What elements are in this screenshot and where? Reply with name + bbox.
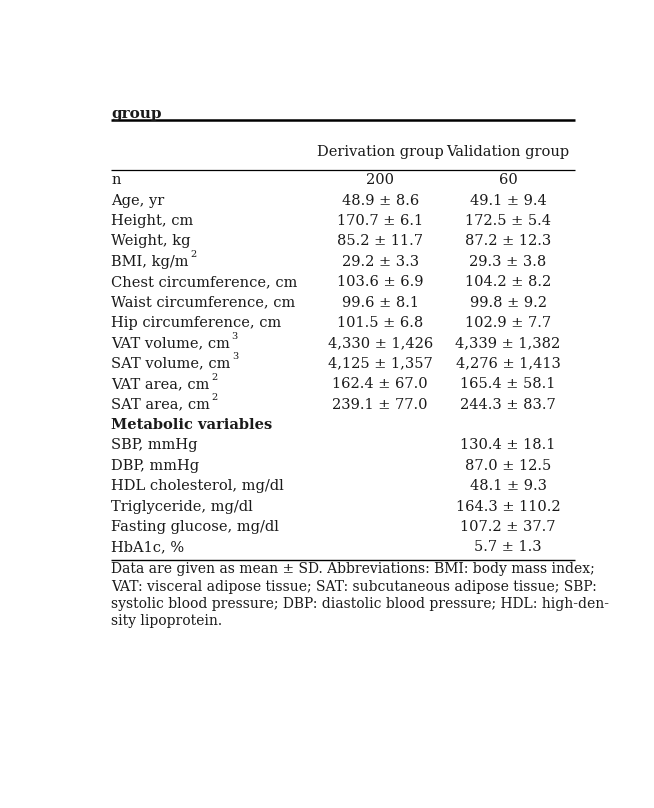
- Text: 29.2 ± 3.3: 29.2 ± 3.3: [341, 255, 419, 269]
- Text: 104.2 ± 8.2: 104.2 ± 8.2: [465, 276, 551, 289]
- Text: 102.9 ± 7.7: 102.9 ± 7.7: [465, 316, 551, 330]
- Text: Hip circumference, cm: Hip circumference, cm: [111, 316, 281, 330]
- Text: Triglyceride, mg/dl: Triglyceride, mg/dl: [111, 499, 253, 514]
- Text: 244.3 ± 83.7: 244.3 ± 83.7: [460, 398, 556, 411]
- Text: 99.6 ± 8.1: 99.6 ± 8.1: [341, 296, 419, 309]
- Text: Validation group: Validation group: [447, 145, 570, 159]
- Text: 130.4 ± 18.1: 130.4 ± 18.1: [460, 439, 556, 452]
- Text: 165.4 ± 58.1: 165.4 ± 58.1: [460, 377, 556, 391]
- Text: VAT volume, cm: VAT volume, cm: [111, 336, 230, 351]
- Text: 2: 2: [211, 372, 217, 381]
- Text: 85.2 ± 11.7: 85.2 ± 11.7: [337, 234, 423, 248]
- Text: 2: 2: [212, 393, 218, 402]
- Text: VAT: visceral adipose tissue; SAT: subcutaneous adipose tissue; SBP:: VAT: visceral adipose tissue; SAT: subcu…: [111, 579, 597, 594]
- Text: 48.1 ± 9.3: 48.1 ± 9.3: [470, 479, 547, 493]
- Text: 87.0 ± 12.5: 87.0 ± 12.5: [465, 459, 551, 473]
- Text: 172.5 ± 5.4: 172.5 ± 5.4: [465, 214, 551, 228]
- Text: 170.7 ± 6.1: 170.7 ± 6.1: [337, 214, 423, 228]
- Text: Age, yr: Age, yr: [111, 194, 164, 208]
- Text: Fasting glucose, mg/dl: Fasting glucose, mg/dl: [111, 520, 279, 534]
- Text: 4,330 ± 1,426: 4,330 ± 1,426: [328, 336, 433, 351]
- Text: Waist circumference, cm: Waist circumference, cm: [111, 296, 296, 309]
- Text: DBP, mmHg: DBP, mmHg: [111, 459, 199, 473]
- Text: 4,125 ± 1,357: 4,125 ± 1,357: [328, 357, 432, 371]
- Text: 107.2 ± 37.7: 107.2 ± 37.7: [460, 520, 556, 534]
- Text: Chest circumference, cm: Chest circumference, cm: [111, 276, 298, 289]
- Text: sity lipoprotein.: sity lipoprotein.: [111, 614, 222, 629]
- Text: 101.5 ± 6.8: 101.5 ± 6.8: [337, 316, 423, 330]
- Text: Height, cm: Height, cm: [111, 214, 194, 228]
- Text: Metabolic variables: Metabolic variables: [111, 418, 273, 432]
- Text: 3: 3: [232, 352, 238, 361]
- Text: 4,276 ± 1,413: 4,276 ± 1,413: [456, 357, 560, 371]
- Text: 29.3 ± 3.8: 29.3 ± 3.8: [470, 255, 547, 269]
- Text: 3: 3: [232, 332, 238, 341]
- Text: Derivation group: Derivation group: [317, 145, 443, 159]
- Text: 49.1 ± 9.4: 49.1 ± 9.4: [470, 194, 546, 208]
- Text: 2: 2: [190, 250, 196, 259]
- Text: 103.6 ± 6.9: 103.6 ± 6.9: [337, 276, 423, 289]
- Text: 239.1 ± 77.0: 239.1 ± 77.0: [332, 398, 428, 411]
- Text: Data are given as mean ± SD. Abbreviations: BMI: body mass index;: Data are given as mean ± SD. Abbreviatio…: [111, 562, 595, 576]
- Text: 200: 200: [366, 173, 394, 187]
- Text: SBP, mmHg: SBP, mmHg: [111, 439, 198, 452]
- Text: 162.4 ± 67.0: 162.4 ± 67.0: [332, 377, 428, 391]
- Text: 4,339 ± 1,382: 4,339 ± 1,382: [455, 336, 560, 351]
- Text: VAT area, cm: VAT area, cm: [111, 377, 209, 391]
- Text: 164.3 ± 110.2: 164.3 ± 110.2: [456, 499, 560, 514]
- Text: 48.9 ± 8.6: 48.9 ± 8.6: [341, 194, 419, 208]
- Text: n: n: [111, 173, 121, 187]
- Text: 87.2 ± 12.3: 87.2 ± 12.3: [465, 234, 551, 248]
- Text: SAT volume, cm: SAT volume, cm: [111, 357, 231, 371]
- Text: HDL cholesterol, mg/dl: HDL cholesterol, mg/dl: [111, 479, 284, 493]
- Text: Weight, kg: Weight, kg: [111, 234, 191, 248]
- Text: systolic blood pressure; DBP: diastolic blood pressure; HDL: high-den-: systolic blood pressure; DBP: diastolic …: [111, 597, 609, 611]
- Text: 99.8 ± 9.2: 99.8 ± 9.2: [470, 296, 547, 309]
- Text: 5.7 ± 1.3: 5.7 ± 1.3: [474, 541, 542, 554]
- Text: HbA1c, %: HbA1c, %: [111, 541, 184, 554]
- Text: group: group: [111, 107, 162, 121]
- Text: BMI, kg/m: BMI, kg/m: [111, 255, 189, 269]
- Text: SAT area, cm: SAT area, cm: [111, 398, 210, 411]
- Text: 60: 60: [498, 173, 517, 187]
